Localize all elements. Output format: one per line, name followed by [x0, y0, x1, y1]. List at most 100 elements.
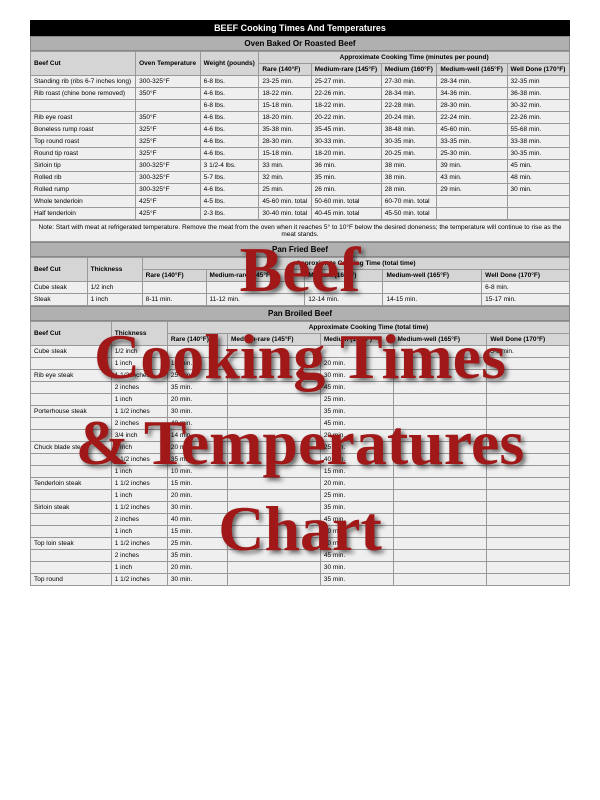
table-row: Cube steak1/2 inch5-8 min. [31, 346, 570, 358]
table-cell [487, 430, 570, 442]
col-span: Approximate Cooking Time (total time) [167, 322, 569, 334]
table-cell: 6-8 lbs. [200, 76, 259, 88]
table-cell: 1 1/2 inches [111, 406, 167, 418]
section1-header: Oven Baked Or Roasted Beef [30, 36, 570, 51]
table-cell: 15-18 min. [259, 148, 311, 160]
table-cell: 1 1/2 inches [111, 478, 167, 490]
table-cell: 300-325°F [136, 160, 201, 172]
table-cell [394, 562, 487, 574]
table-cell: 38-48 min. [381, 124, 437, 136]
table-cell: 33-35 min. [437, 136, 507, 148]
table-cell: 20 min. [320, 526, 394, 538]
table-cell [394, 442, 487, 454]
table-row: Porterhouse steak1 1/2 inches30 min.35 m… [31, 406, 570, 418]
table-cell: 28 min. [381, 184, 437, 196]
col-temp: Oven Temperature [136, 52, 201, 76]
table-cell: Boneless rump roast [31, 124, 136, 136]
table-cell: 27-30 min. [381, 76, 437, 88]
col-medrare: Medium-rare (145°F) [228, 334, 321, 346]
table-cell [31, 418, 112, 430]
table-row: Rolled rib300-325°F5-7 lbs.32 min.35 min… [31, 172, 570, 184]
table-row: 1 inch20 min.25 min. [31, 394, 570, 406]
table-cell: 25 min. [320, 394, 394, 406]
table-row: Whole tenderloin425°F4-5 lbs.45-60 min. … [31, 196, 570, 208]
table-cell [394, 550, 487, 562]
table-cell: 28-34 min. [437, 76, 507, 88]
table-cell: 4-6 lbs. [200, 148, 259, 160]
table-cell [487, 562, 570, 574]
table-cell [228, 550, 321, 562]
col-span: Approximate Cooking Time (total time) [142, 258, 569, 270]
col-med: Medium (160°F) [381, 64, 437, 76]
table-cell: 300-325°F [136, 184, 201, 196]
table-cell: 10 min. [167, 466, 227, 478]
table-cell: Cube steak [31, 282, 88, 294]
table-cell: 2 inches [111, 514, 167, 526]
table-cell: 5-8 min. [487, 346, 570, 358]
table-cell: 15-18 min. [259, 100, 311, 112]
table-cell [487, 538, 570, 550]
table-cell: 20 min. [167, 442, 227, 454]
table-cell [487, 514, 570, 526]
table-cell: 45-60 min. [437, 124, 507, 136]
table-cell: 4-5 lbs. [200, 196, 259, 208]
section1-note: Note: Start with meat at refrigerated te… [30, 220, 570, 242]
table-cell: 38 min. [381, 160, 437, 172]
table-row: Tenderloin steak1 1/2 inches15 min. 20 mi… [31, 478, 570, 490]
table-cell: 18-20 min. [259, 112, 311, 124]
table-row: 2 inches40 min.45 min. [31, 514, 570, 526]
pan-fried-table: Beef Cut Thickness Approximate Cooking T… [30, 257, 570, 306]
col-rare: Rare (140°F) [259, 64, 311, 76]
table-cell: 20 min. [320, 478, 394, 490]
table-cell [228, 574, 321, 586]
col-thick: Thickness [87, 258, 142, 282]
col-med: Medium (160°F) [320, 334, 394, 346]
table-cell: 4-6 lbs. [200, 184, 259, 196]
table-cell: 15 min. [167, 478, 227, 490]
table-cell: 1 1/2 inches [111, 538, 167, 550]
table-cell: 12-14 min. [305, 294, 383, 306]
table-cell: 4-6 lbs. [200, 88, 259, 100]
table-cell: 3/4 inch [111, 430, 167, 442]
section3-header: Pan Broiled Beef [30, 306, 570, 321]
table-cell: Rolled rump [31, 184, 136, 196]
table-cell [394, 514, 487, 526]
table-cell: 35 min. [320, 574, 394, 586]
table-cell: Tenderloin steak [31, 478, 112, 490]
table-cell: 1 inch [87, 294, 142, 306]
pan-broiled-table: Beef Cut Thickness Approximate Cooking T… [30, 321, 570, 586]
table-row: Standing rib (ribs 6-7 inches long)300-3… [31, 76, 570, 88]
table-row: 2 inches40 min.45 min. [31, 418, 570, 430]
table-cell: 38 min. [381, 172, 437, 184]
table-cell: 20 min. [167, 394, 227, 406]
table-cell: 33-38 min. [507, 136, 569, 148]
table-cell: 60-70 min. total [381, 196, 437, 208]
table-cell: 15 min. [167, 526, 227, 538]
table-cell: 25 min. [320, 490, 394, 502]
col-well: Well Done (170°F) [487, 334, 570, 346]
table-cell [228, 562, 321, 574]
table-cell [487, 358, 570, 370]
table-cell [31, 550, 112, 562]
table-row: Boneless rump roast325°F4-6 lbs.35-38 mi… [31, 124, 570, 136]
table-cell: 29 min. [437, 184, 507, 196]
table-cell: 11-12 min. [206, 294, 305, 306]
table-row: Chuck blade steak1 inch20 min.25 min. [31, 442, 570, 454]
table-cell: 20 min. [320, 430, 394, 442]
table-cell: 15 min. [167, 358, 227, 370]
table-cell [228, 514, 321, 526]
col-rare: Rare (140°F) [142, 270, 206, 282]
table-cell [31, 514, 112, 526]
table-cell: 22-28 min. [381, 100, 437, 112]
table-cell: 43 min. [437, 172, 507, 184]
table-cell: 30 min. [320, 538, 394, 550]
table-cell: 28-34 min. [381, 88, 437, 100]
table-cell: 30 min. [320, 562, 394, 574]
table-cell [228, 490, 321, 502]
table-cell: 300-325°F [136, 76, 201, 88]
table-cell: 35-45 min. [311, 124, 381, 136]
table-cell: 36 min. [311, 160, 381, 172]
table-cell: 300-325°F [136, 172, 201, 184]
table-cell [487, 478, 570, 490]
table-cell [487, 454, 570, 466]
